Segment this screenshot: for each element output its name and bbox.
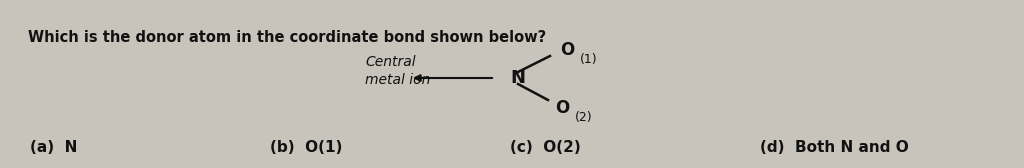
Text: (b)  O(1): (b) O(1) <box>270 140 342 156</box>
Text: (2): (2) <box>575 111 593 123</box>
Text: metal ion: metal ion <box>365 73 430 87</box>
Text: Central: Central <box>365 55 416 69</box>
Text: O: O <box>560 41 574 59</box>
Text: Which is the donor atom in the coordinate bond shown below?: Which is the donor atom in the coordinat… <box>28 30 546 45</box>
Text: (1): (1) <box>580 52 598 66</box>
Text: O: O <box>555 99 569 117</box>
Text: (c)  O(2): (c) O(2) <box>510 140 581 156</box>
Text: N: N <box>510 69 525 87</box>
Text: (a)  N: (a) N <box>30 140 78 156</box>
Text: (d)  Both N and O: (d) Both N and O <box>760 140 908 156</box>
